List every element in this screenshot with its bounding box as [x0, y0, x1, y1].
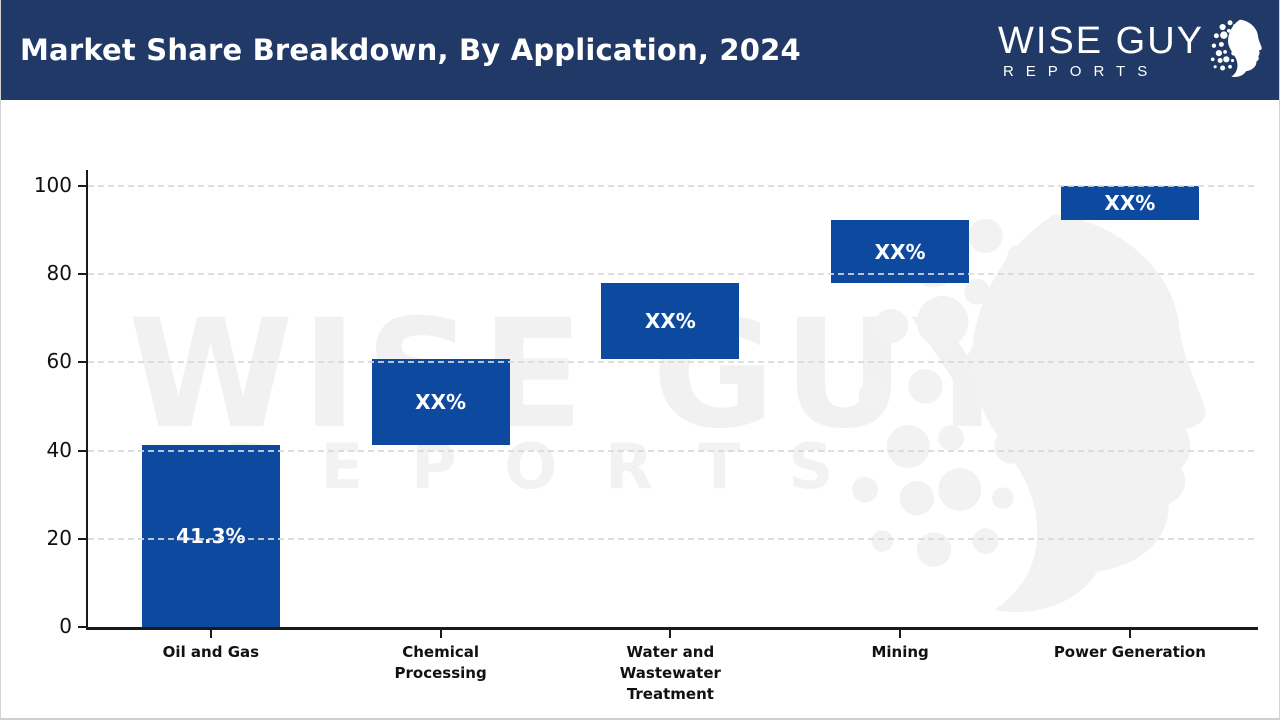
category-label-3: Mining: [790, 642, 1010, 663]
category-label-4: Power Generation: [1020, 642, 1240, 663]
bar-value-label: 41.3%: [176, 523, 246, 548]
y-tick-label-40: 40: [46, 437, 72, 462]
category-label-line: Power Generation: [1053, 643, 1206, 661]
bar-4: XX%: [1060, 186, 1199, 221]
bar-value-label: XX%: [644, 308, 696, 333]
watermark-subtext: REPORTS: [225, 430, 882, 503]
category-label-line: Wastewater: [619, 664, 721, 682]
y-tick-20: [78, 537, 86, 540]
y-tick-100: [78, 185, 86, 187]
category-label-line: Oil and Gas: [162, 643, 260, 661]
y-tick-label-60: 60: [46, 349, 72, 374]
wise-guy-logo: WISE GUY REPORTS: [998, 10, 1266, 90]
x-tick-1: [439, 630, 442, 638]
category-label-line: Chemical: [402, 643, 480, 661]
logo-head-icon: [1210, 19, 1262, 77]
gridline-40: [88, 449, 1258, 452]
x-tick-0: [209, 630, 212, 638]
x-axis: [86, 627, 1258, 630]
bar-0: 41.3%: [141, 444, 280, 627]
bar-2: XX%: [601, 283, 740, 359]
category-label-0: Oil and Gas: [101, 642, 321, 663]
bar-1: XX%: [371, 358, 510, 445]
bar-value-label: XX%: [415, 389, 467, 414]
y-tick-label-20: 20: [46, 525, 72, 550]
y-tick-40: [78, 449, 86, 452]
category-label-1: Chemical Processing: [331, 642, 551, 684]
category-label-line: Mining: [871, 643, 929, 661]
x-tick-2: [669, 630, 672, 638]
gridline-20: [88, 537, 1258, 540]
page-title: Market Share Breakdown, By Application, …: [20, 33, 801, 67]
category-label-2: Water and Wastewater Treatment: [560, 642, 780, 705]
y-tick-60: [78, 361, 86, 364]
header: Market Share Breakdown, By Application, …: [0, 0, 1280, 100]
y-tick-label-0: 0: [59, 614, 72, 638]
category-label-line: Water and: [626, 643, 715, 661]
y-axis: [86, 170, 88, 630]
bar-3: XX%: [831, 220, 970, 283]
bar-value-label: XX%: [874, 239, 926, 264]
y-tick-label-100: 100: [33, 173, 72, 197]
gridline-60: [88, 361, 1258, 364]
y-tick-80: [78, 273, 86, 276]
watermark-text: WISE GUY: [128, 288, 1030, 462]
category-label-line: Processing: [394, 664, 487, 682]
logo-wordmark: WISE GUY: [997, 19, 1204, 62]
gridline-80: [88, 273, 1258, 276]
logo-text: WISE GUY REPORTS: [998, 22, 1204, 79]
x-tick-3: [899, 630, 902, 638]
logo-subtext: REPORTS: [1002, 62, 1160, 80]
category-label-line: Treatment: [626, 685, 714, 703]
gridline-100: [88, 185, 1258, 187]
y-tick-label-80: 80: [46, 261, 72, 286]
bar-value-label: XX%: [1104, 191, 1156, 216]
x-tick-4: [1128, 630, 1131, 638]
y-tick-0: [78, 626, 86, 628]
